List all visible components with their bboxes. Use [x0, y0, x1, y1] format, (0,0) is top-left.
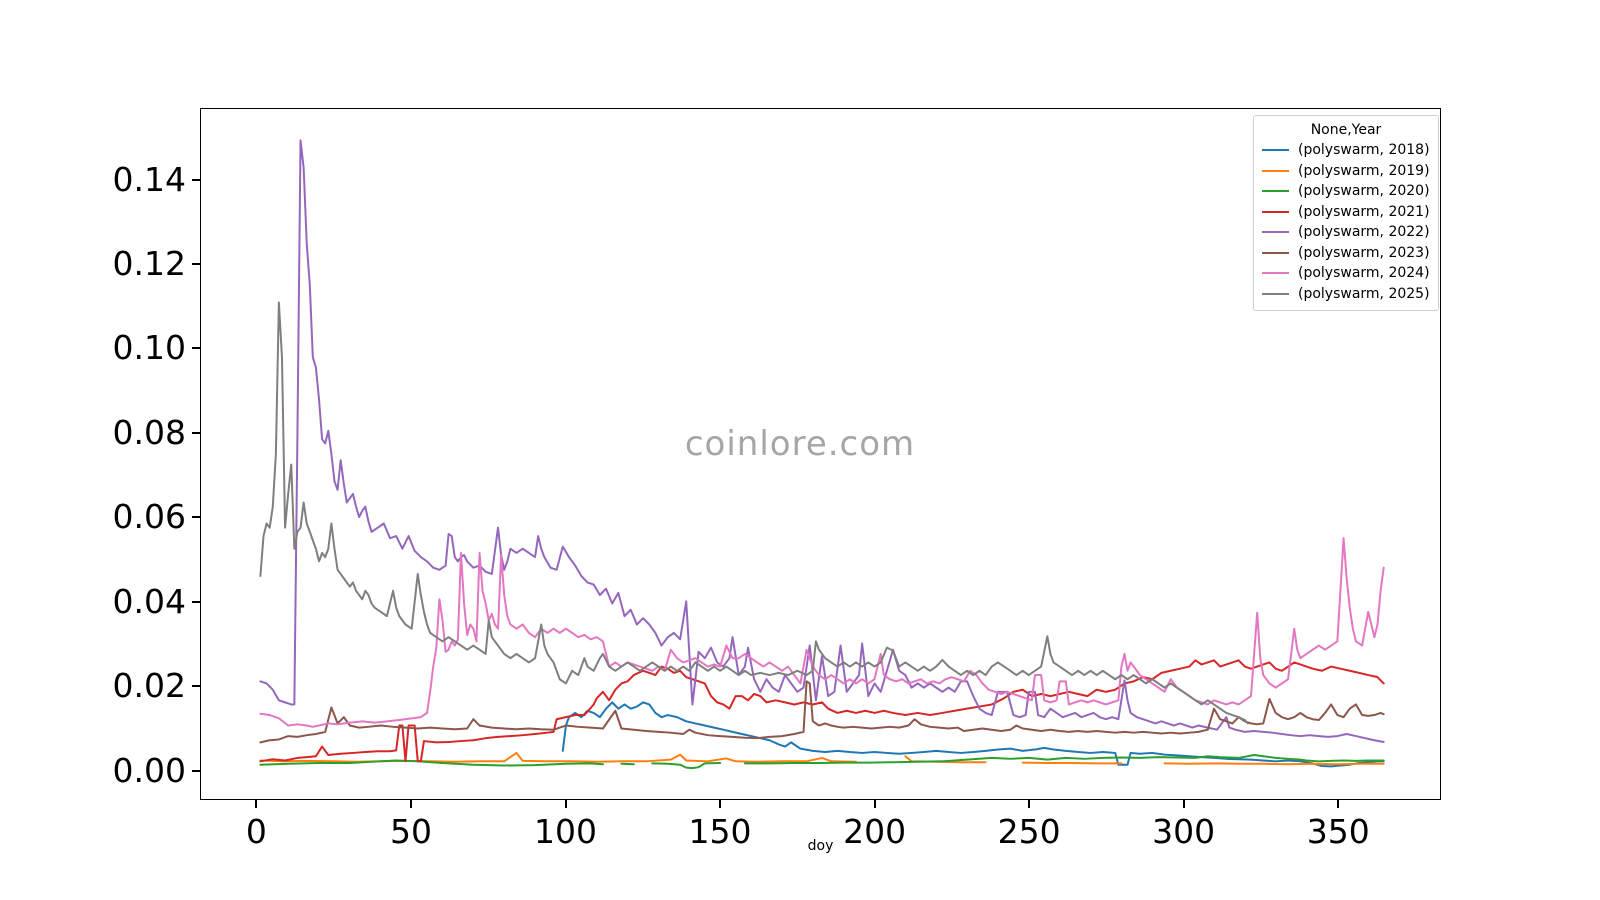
- legend-entry-label: (polyswarm, 2023): [1298, 244, 1430, 261]
- y-tick-mark-0.02: [192, 685, 200, 688]
- series-line-2019: [1163, 762, 1385, 766]
- plot-area: [200, 108, 1441, 800]
- legend-swatch-line-2022: [1262, 231, 1289, 234]
- x-tick-label-350: 350: [1306, 812, 1370, 851]
- x-tick-mark-100: [564, 800, 567, 808]
- x-tick-mark-0: [255, 800, 258, 808]
- x-tick-mark-350: [1337, 800, 1340, 808]
- series-line-2018: [561, 701, 1385, 768]
- legend-entry-2024: (polyswarm, 2024): [1262, 263, 1430, 284]
- legend-entry-label: (polyswarm, 2024): [1298, 265, 1430, 282]
- y-tick-mark-0.08: [192, 431, 200, 434]
- y-tick-label-0.04: 0.04: [112, 581, 186, 621]
- legend-entry-2021: (polyswarm, 2021): [1262, 202, 1430, 223]
- legend-swatch-line-2020: [1262, 190, 1289, 193]
- x-tick-label-150: 150: [688, 812, 752, 851]
- x-tick-mark-300: [1182, 800, 1185, 808]
- x-axis-label: doy: [807, 838, 834, 854]
- y-tick-mark-0.14: [192, 178, 200, 181]
- legend-entry-2019: (polyswarm, 2019): [1262, 161, 1430, 182]
- legend-title: None,Year: [1310, 122, 1382, 138]
- y-tick-label-0.00: 0.00: [112, 750, 186, 790]
- legend-swatch-line-2024: [1262, 272, 1289, 275]
- watermark: coinlore.com: [684, 424, 916, 464]
- legend-entry-label: (polyswarm, 2021): [1298, 203, 1430, 220]
- legend-entry-2020: (polyswarm, 2020): [1262, 181, 1430, 202]
- x-tick-label-300: 300: [1152, 812, 1216, 851]
- y-tick-mark-0.00: [192, 769, 200, 772]
- legend-entry-label: (polyswarm, 2018): [1298, 142, 1430, 159]
- x-tick-mark-150: [719, 800, 722, 808]
- legend-entry-2018: (polyswarm, 2018): [1262, 140, 1430, 161]
- legend-entry-2023: (polyswarm, 2023): [1262, 243, 1430, 264]
- legend-entry-2025: (polyswarm, 2025): [1262, 284, 1430, 305]
- series-line-2020: [651, 762, 722, 770]
- legend-swatch-line-2023: [1262, 251, 1289, 254]
- legend-entry-2022: (polyswarm, 2022): [1262, 222, 1430, 243]
- plot-canvas: [259, 139, 1385, 770]
- series-line-2023: [259, 680, 1385, 744]
- x-tick-label-0: 0: [245, 812, 267, 851]
- series-line-2024: [259, 537, 1385, 728]
- x-tick-label-250: 250: [997, 812, 1061, 851]
- legend-entry-label: (polyswarm, 2025): [1298, 285, 1430, 302]
- legend-swatch-line-2018: [1262, 149, 1289, 152]
- y-tick-label-0.10: 0.10: [112, 328, 186, 368]
- y-tick-mark-0.04: [192, 600, 200, 603]
- y-tick-label-0.06: 0.06: [112, 497, 186, 537]
- y-tick-mark-0.12: [192, 263, 200, 265]
- x-tick-mark-50: [409, 800, 412, 808]
- series-line-2022: [259, 139, 1385, 743]
- series-line-2020: [743, 754, 1385, 765]
- legend-entry-label: (polyswarm, 2019): [1298, 162, 1430, 179]
- x-tick-mark-250: [1028, 800, 1031, 808]
- legend-entry-label: (polyswarm, 2022): [1298, 224, 1430, 241]
- legend-swatch-line-2021: [1262, 210, 1289, 213]
- legend-entry-label: (polyswarm, 2020): [1298, 183, 1430, 200]
- legend-swatch-line-2019: [1262, 169, 1289, 172]
- x-tick-mark-200: [873, 800, 876, 808]
- y-tick-mark-0.10: [192, 347, 200, 350]
- series-line-2020: [259, 759, 604, 767]
- x-tick-label-200: 200: [843, 812, 907, 851]
- y-tick-label-0.02: 0.02: [112, 666, 186, 706]
- y-tick-label-0.08: 0.08: [112, 412, 186, 452]
- series-line-2019: [1021, 761, 1123, 765]
- x-tick-label-50: 50: [389, 812, 432, 851]
- series-line-2019: [259, 751, 857, 763]
- y-tick-label-0.14: 0.14: [112, 159, 186, 199]
- legend-entries: (polyswarm, 2018) (polyswarm, 2019) (polys…: [1262, 140, 1430, 304]
- series-line-2025: [259, 301, 1249, 725]
- y-tick-label-0.12: 0.12: [112, 244, 186, 283]
- x-tick-label-100: 100: [534, 812, 597, 851]
- series-line-2021: [259, 659, 1385, 763]
- y-tick-mark-0.06: [192, 516, 200, 519]
- legend-swatch-line-2025: [1262, 292, 1289, 295]
- legend: None,Year (polyswarm, 2018) (polyswarm, 2…: [1253, 115, 1439, 311]
